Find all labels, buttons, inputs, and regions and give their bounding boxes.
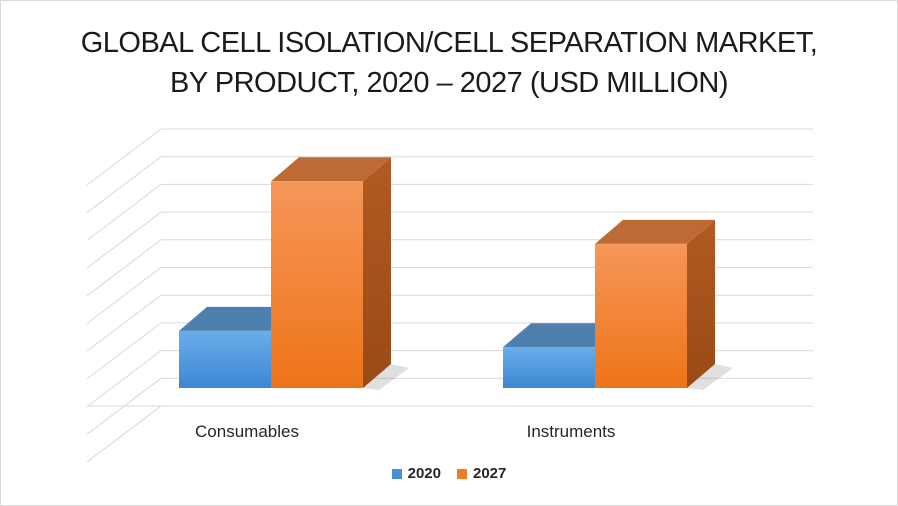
gridline-side [86,184,162,241]
bar-top-2020-consumables [179,306,299,331]
legend-item-2027: 2027 [457,465,506,482]
gridline-side [86,211,162,269]
legend: 2020 2027 [1,465,897,482]
gridline-side [86,350,162,407]
bars [179,157,715,388]
gridline-side [86,294,162,352]
bar-top-2027-consumables [271,157,391,182]
bar-2027-consumables [271,181,363,388]
bar-shadows [363,364,733,390]
bar-side-2027-instruments [687,219,715,388]
gridline-side [86,267,162,324]
bar-top-2020-instruments [503,323,623,348]
gridline-side [86,239,162,297]
bar-side-2027-consumables [363,157,391,388]
gridline-side [86,322,162,380]
chart-title: GLOBAL CELL ISOLATION/CELL SEPARATION MA… [1,23,897,103]
legend-swatch-2020 [391,468,402,479]
chart-title-line-2: BY PRODUCT, 2020 – 2027 (USD MILLION) [170,67,728,99]
legend-label-2027: 2027 [473,465,507,482]
legend-label-2020: 2020 [407,465,441,482]
gridline-side [86,128,162,186]
category-label-instruments: Instruments [527,422,616,441]
bar-2020-instruments [503,347,595,388]
bar-top-2027-instruments [595,219,715,244]
chart-title-line-1: GLOBAL CELL ISOLATION/CELL SEPARATION MA… [80,27,818,59]
bar-shadow-2027-instruments [687,364,733,390]
category-label-consumables: Consumables [195,422,299,441]
bar-shadow-2027-consumables [363,364,409,390]
gridline-side [86,405,162,463]
legend-item-2020: 2020 [391,465,441,482]
category-labels: Consumables Instruments [195,422,615,441]
bar-2027-instruments [595,243,687,388]
gridline-side [86,156,162,214]
bar-2020-consumables [179,330,271,388]
legend-swatch-2027 [457,468,467,479]
